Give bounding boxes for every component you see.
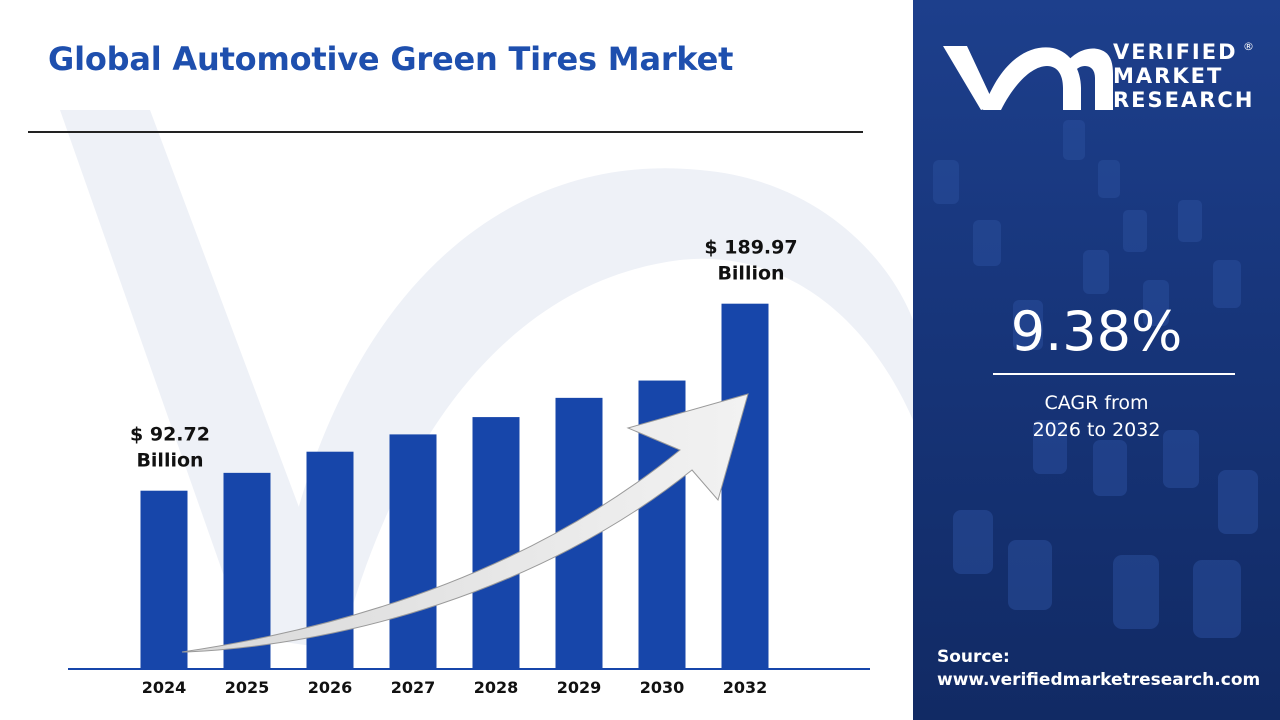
brand-line-market: MARKET bbox=[1113, 64, 1224, 88]
x-tick-label-2027: 2027 bbox=[391, 678, 436, 697]
brand-line-verified: VERIFIED bbox=[1113, 40, 1238, 64]
x-tick-label-2026: 2026 bbox=[308, 678, 353, 697]
trend-arrow bbox=[181, 393, 749, 653]
cagr-label-line2: 2026 to 2032 bbox=[1032, 419, 1161, 441]
summary-panel: VERIFIED MARKET RESEARCH ® 9.38% CAGR fr… bbox=[913, 0, 1280, 720]
cagr-label: CAGR from 2026 to 2032 bbox=[913, 390, 1280, 444]
data-label-2024-line2: Billion bbox=[136, 450, 203, 472]
vmr-logo-icon bbox=[943, 46, 1113, 110]
data-label-2024-line1: $ 92.72 bbox=[130, 424, 210, 446]
brand-line-research: RESEARCH bbox=[1113, 88, 1255, 112]
source-url[interactable]: www.verifiedmarketresearch.com bbox=[937, 670, 1261, 690]
bar-chart: 2024 2025 2026 2027 2028 2029 2030 2032 $ 92.72… bbox=[68, 237, 870, 697]
bar-2032 bbox=[721, 303, 769, 669]
source-block: Source: www.verifiedmarketresearch.com bbox=[937, 646, 1260, 692]
source-label: Source: bbox=[937, 647, 1010, 667]
traffic-background bbox=[933, 120, 1258, 638]
cagr-divider bbox=[993, 373, 1235, 375]
page-title: Global Automotive Green Tires Market bbox=[48, 40, 734, 78]
x-tick-label-2030: 2030 bbox=[640, 678, 685, 697]
x-tick-label-2024: 2024 bbox=[142, 678, 187, 697]
x-tick-label-2025: 2025 bbox=[225, 678, 270, 697]
registered-mark: ® bbox=[1243, 40, 1254, 53]
x-tick-label-2032: 2032 bbox=[723, 678, 768, 697]
data-label-2032-line2: Billion bbox=[717, 263, 784, 285]
bar-2025 bbox=[223, 472, 271, 669]
bar-2028 bbox=[472, 417, 520, 669]
x-tick-label-2029: 2029 bbox=[557, 678, 602, 697]
cagr-value: 9.38% bbox=[1010, 300, 1183, 363]
x-tick-label-2028: 2028 bbox=[474, 678, 519, 697]
chart-panel: Global Automotive Green Tires Market 202… bbox=[28, 40, 913, 697]
bar-2027 bbox=[389, 434, 437, 669]
data-label-2032-line1: $ 189.97 bbox=[704, 237, 797, 259]
brand-name: VERIFIED MARKET RESEARCH bbox=[1113, 40, 1254, 112]
cagr-label-line1: CAGR from bbox=[1044, 392, 1149, 414]
bar-2024 bbox=[140, 490, 188, 669]
title-divider bbox=[28, 131, 863, 133]
